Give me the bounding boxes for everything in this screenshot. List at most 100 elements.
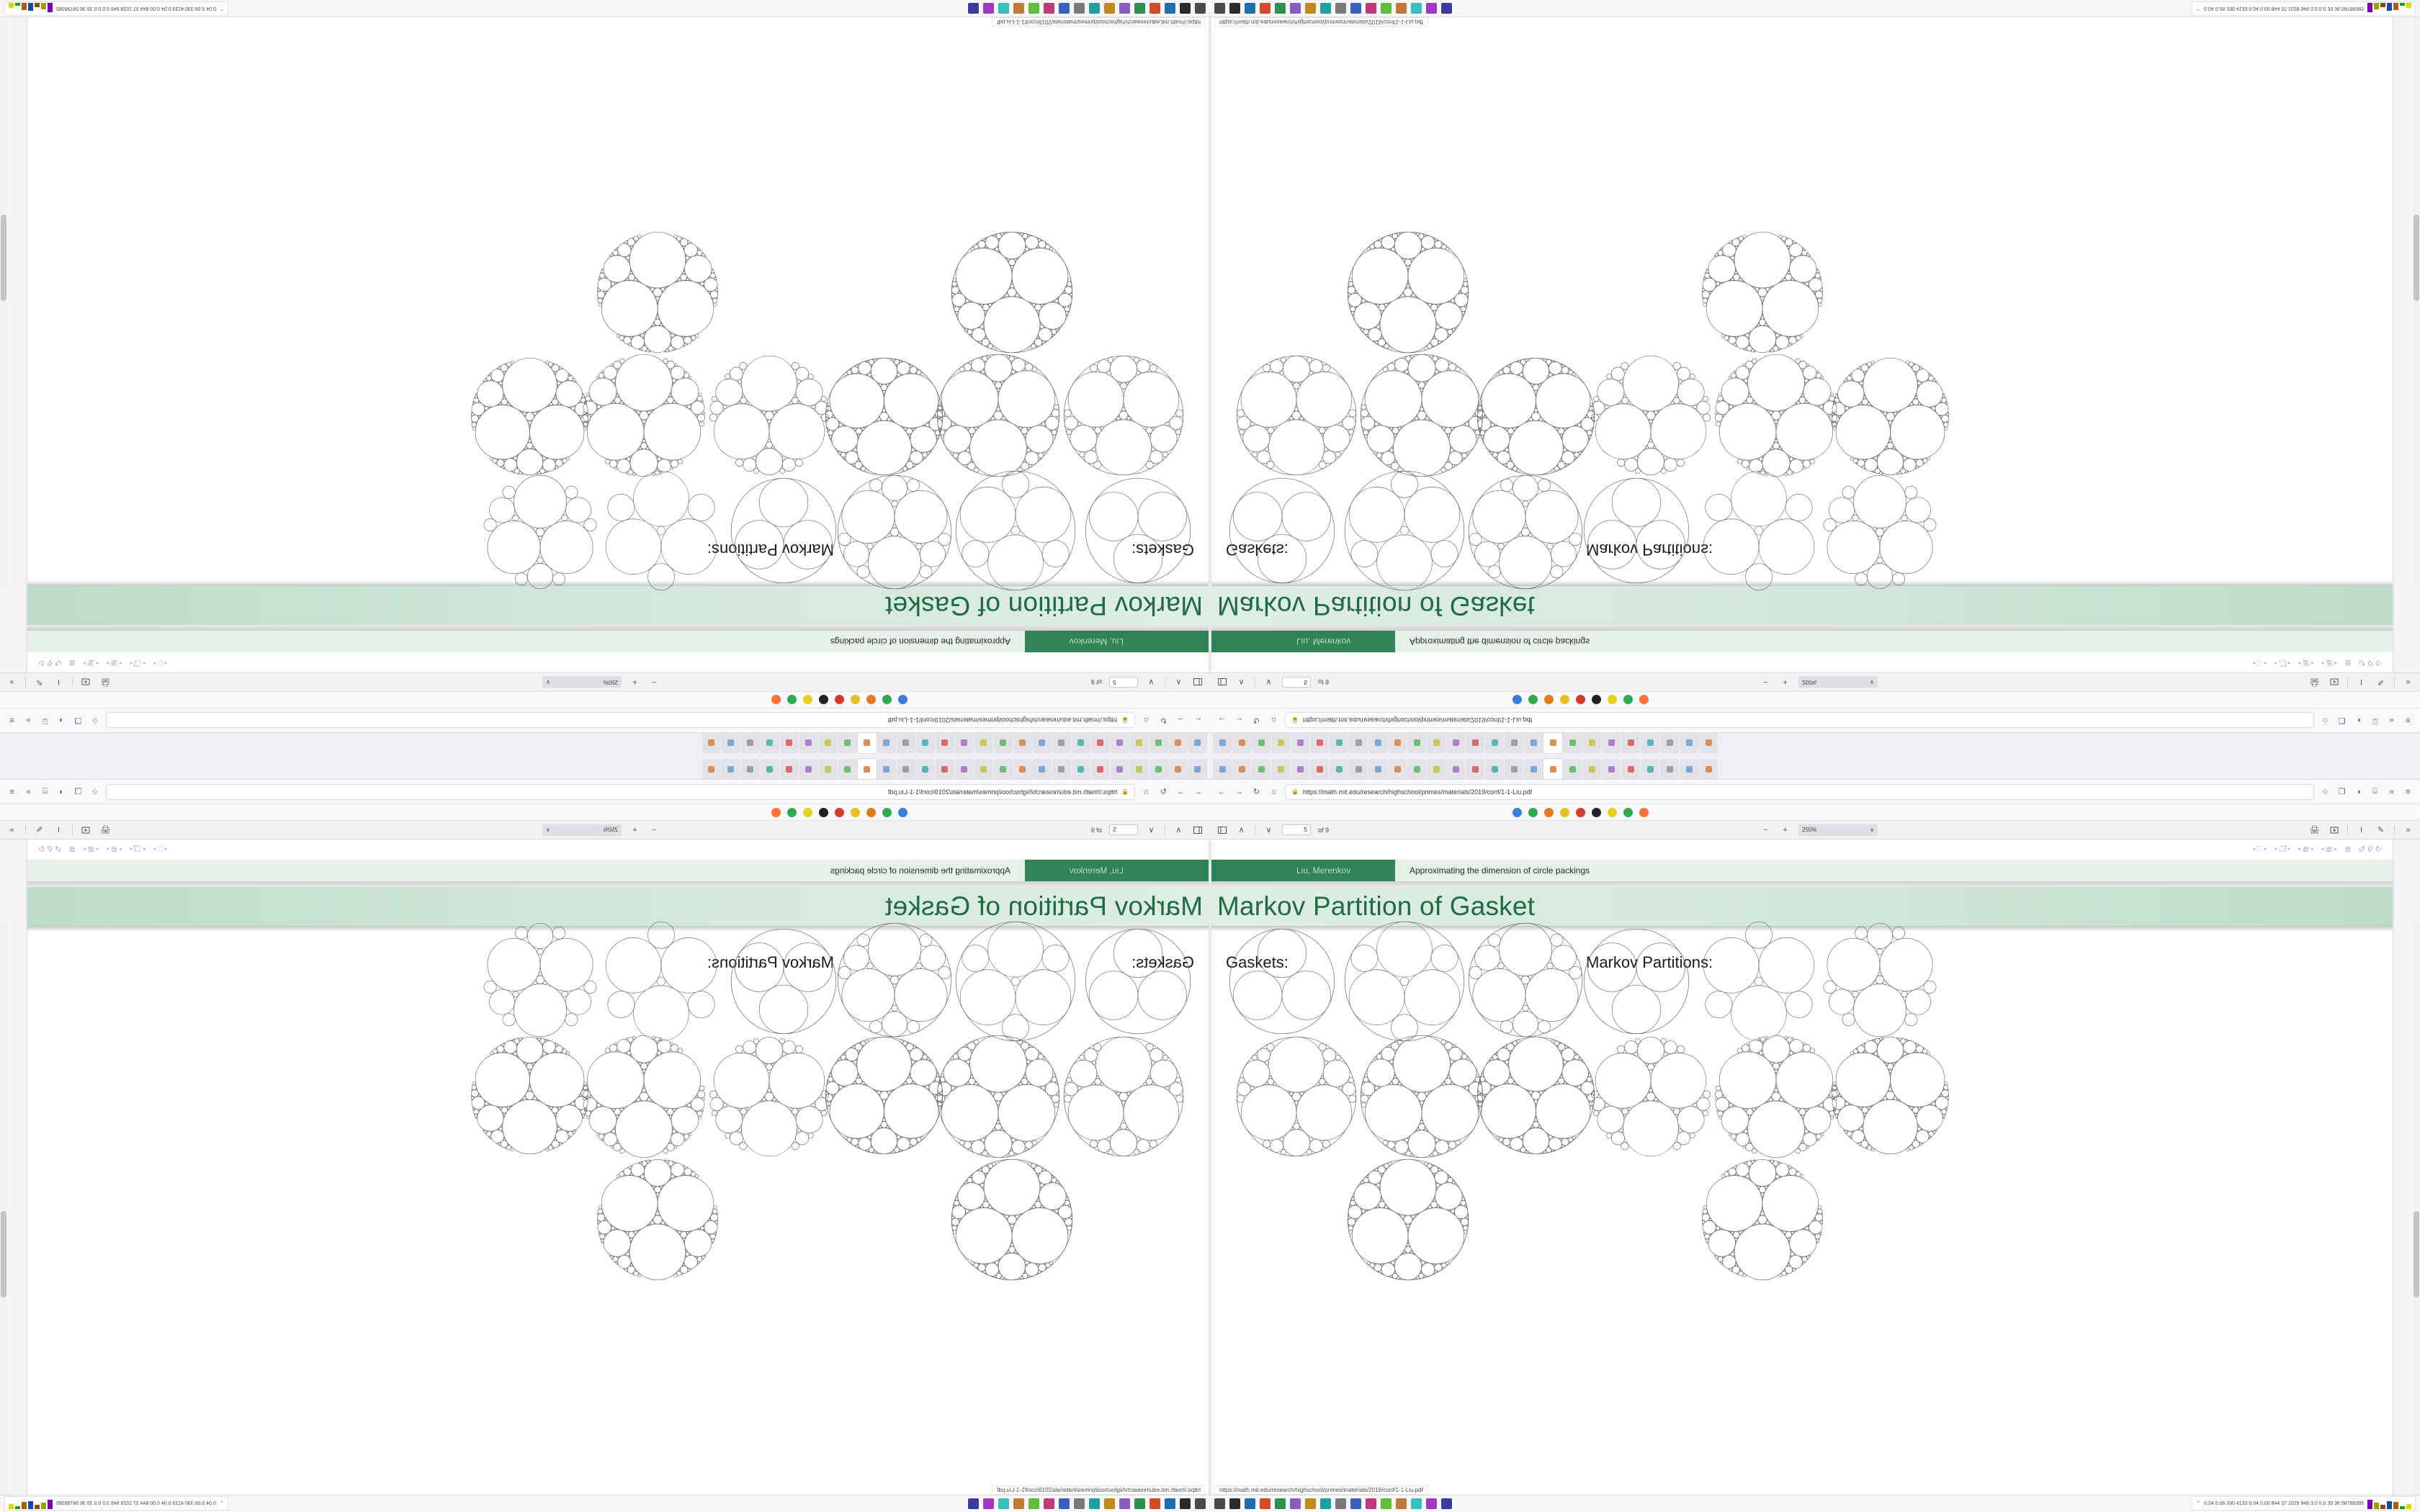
calc-icon[interactable] — [1305, 1498, 1316, 1509]
browser-tab[interactable] — [1641, 733, 1659, 753]
pdf-page-area[interactable]: ◂ □ ▸ ◂ ❐ ▸ ◂ ≣ ▸ — [0, 840, 1210, 1512]
browser-tab[interactable] — [1621, 759, 1640, 779]
page-number-input[interactable]: 5 — [1109, 677, 1138, 688]
download-icon[interactable] — [2328, 676, 2340, 688]
archive-icon[interactable] — [1335, 1498, 1346, 1509]
terminal-icon[interactable] — [1180, 1498, 1191, 1509]
page-scrollbar[interactable] — [2413, 923, 2420, 1512]
music-icon[interactable] — [1044, 1498, 1054, 1509]
browser-tab[interactable] — [1427, 759, 1446, 779]
browser-tab[interactable] — [1052, 759, 1071, 779]
browser-tab[interactable] — [1485, 733, 1504, 753]
browser-tab[interactable] — [974, 759, 993, 779]
frame-prev-icon[interactable]: ◂ — [2252, 847, 2255, 852]
settings-icon[interactable] — [1059, 1498, 1070, 1509]
browser-tab[interactable] — [1310, 759, 1329, 779]
media-icon[interactable] — [1134, 3, 1145, 14]
prev-page-icon[interactable]: ∧ — [1175, 826, 1182, 834]
zoom-in-button[interactable]: + — [1783, 825, 1788, 834]
zoom-out-button[interactable]: − — [652, 678, 657, 687]
page-scrollbar[interactable] — [0, 0, 7, 589]
browser-tab[interactable] — [1543, 759, 1562, 779]
tab-strip[interactable] — [0, 756, 1210, 780]
browser-tab[interactable] — [819, 733, 838, 753]
browser-tab[interactable] — [780, 759, 799, 779]
tab-strip[interactable] — [0, 732, 1210, 756]
browser-tab[interactable] — [955, 733, 974, 753]
prev-page-icon[interactable]: ∧ — [1238, 678, 1245, 686]
search-icon[interactable]: ⚲ — [2366, 845, 2372, 854]
browser-tab[interactable] — [1013, 733, 1032, 753]
browser-tab[interactable] — [819, 759, 838, 779]
scrollbar-thumb[interactable] — [1, 1211, 6, 1297]
reload-icon[interactable]: ↻ — [1160, 716, 1168, 724]
download-icon[interactable] — [2328, 824, 2340, 836]
calendar-icon[interactable] — [1441, 3, 1452, 14]
subsection-prev-icon[interactable]: ◂ — [2273, 847, 2277, 852]
app-menu-icon[interactable]: ≡ — [9, 716, 14, 725]
browser-tab[interactable] — [1563, 733, 1582, 753]
files-icon[interactable] — [1195, 1498, 1206, 1509]
bookmarks-toolbar[interactable] — [1210, 804, 2420, 821]
browser-tab[interactable] — [1188, 759, 1207, 779]
forward-icon[interactable]: → — [1235, 787, 1243, 796]
browser-tab[interactable] — [741, 733, 760, 753]
tab-strip[interactable] — [1210, 756, 2420, 780]
browser-tab[interactable] — [858, 733, 877, 753]
calc-icon[interactable] — [1104, 3, 1115, 14]
browser-tab[interactable] — [1169, 759, 1188, 779]
settings-icon[interactable] — [1350, 3, 1361, 14]
text-cursor-icon[interactable]: I — [57, 825, 60, 834]
bm-orange-icon[interactable] — [866, 695, 876, 705]
frame-next-icon[interactable]: ▸ — [2264, 847, 2267, 852]
document-prev-icon[interactable]: ◂ — [2321, 847, 2323, 852]
account-icon[interactable]: ◑ — [59, 716, 64, 725]
highlighter-icon[interactable]: ✎ — [35, 826, 43, 834]
bookmarks-toolbar[interactable] — [0, 804, 1210, 821]
bm-orange-icon[interactable] — [866, 807, 876, 817]
back-arrow-icon[interactable]: ↺ — [2357, 845, 2365, 854]
prev-page-icon[interactable]: ∧ — [1238, 826, 1245, 834]
browser-tab[interactable] — [1505, 759, 1523, 779]
settings-icon[interactable] — [1350, 1498, 1361, 1509]
section-nav[interactable]: ◂ ≣ ▸ — [2298, 845, 2313, 854]
zoom-in-button[interactable]: + — [632, 825, 637, 834]
browser-tab[interactable] — [1680, 759, 1698, 779]
bm-blue-icon[interactable] — [898, 695, 908, 705]
browser-tab[interactable] — [1130, 759, 1149, 779]
library-icon[interactable]: ⌸ — [42, 716, 48, 725]
calendar-icon[interactable] — [968, 3, 979, 14]
browser-tab[interactable] — [722, 759, 740, 779]
scrollbar-thumb[interactable] — [2414, 215, 2419, 301]
browser-tab[interactable] — [1291, 759, 1309, 779]
calc-icon[interactable] — [1305, 3, 1316, 14]
address-bar[interactable]: 🔒 https://math.mit.edu/research/highscho… — [1285, 783, 2314, 800]
browser-tab[interactable] — [1427, 733, 1446, 753]
forward-icon[interactable]: → — [1177, 787, 1185, 796]
terminal-icon[interactable] — [1229, 1498, 1240, 1509]
browser-tab[interactable] — [1091, 759, 1110, 779]
browser-tab[interactable] — [780, 733, 799, 753]
address-bar[interactable]: 🔒 https://math.mit.edu/research/highscho… — [106, 783, 1135, 800]
bm-green-icon[interactable] — [882, 695, 892, 705]
forward-icon[interactable]: → — [1235, 716, 1243, 725]
extensions-icon[interactable]: » — [2389, 787, 2394, 796]
browser-tab[interactable] — [1013, 759, 1032, 779]
bm-gold-icon[interactable] — [851, 695, 860, 705]
image-icon[interactable] — [1320, 1498, 1331, 1509]
browser-tab[interactable] — [1368, 733, 1387, 753]
browser-tab[interactable] — [799, 759, 818, 779]
browser-tab[interactable] — [1033, 759, 1052, 779]
image-icon[interactable] — [1089, 3, 1100, 14]
back-icon[interactable]: ← — [1194, 787, 1202, 796]
section-icon[interactable]: ≣ — [2302, 845, 2309, 854]
calendar-icon[interactable] — [1441, 1498, 1452, 1509]
app-menu-icon[interactable]: ≡ — [2406, 787, 2411, 796]
browser-tab[interactable] — [1252, 759, 1270, 779]
text-cursor-icon[interactable]: I — [2360, 678, 2363, 687]
document-next-icon[interactable]: ▸ — [2334, 847, 2337, 852]
bm-black-icon[interactable] — [819, 695, 828, 705]
video-icon[interactable] — [1381, 1498, 1392, 1509]
print-icon[interactable]: 🖨 — [100, 678, 111, 686]
music-icon[interactable] — [1366, 1498, 1376, 1509]
